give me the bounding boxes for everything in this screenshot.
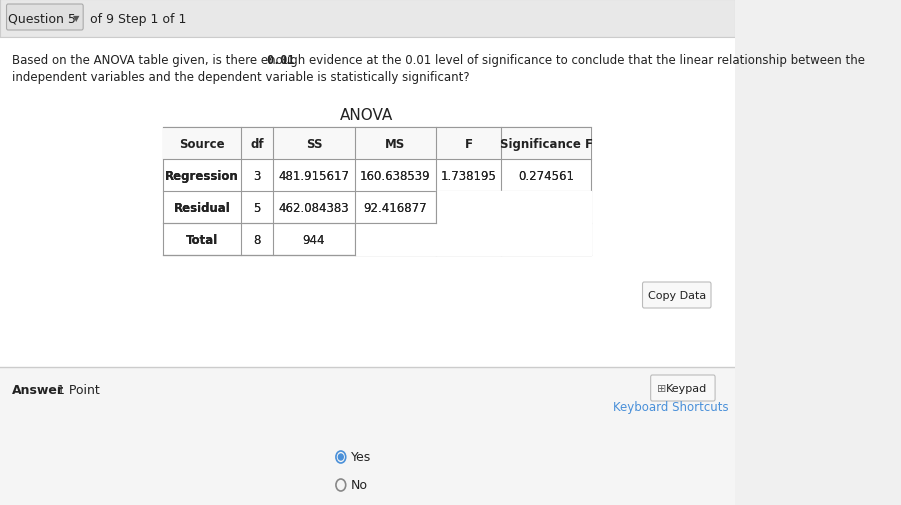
Text: 0.01: 0.01 (267, 54, 296, 66)
Text: Total: Total (186, 233, 218, 246)
Text: 8: 8 (253, 233, 260, 246)
Text: 0.274561: 0.274561 (518, 169, 574, 182)
Text: 1 Point: 1 Point (57, 383, 100, 396)
Circle shape (339, 454, 343, 460)
Text: Answer: Answer (13, 383, 64, 396)
Text: df: df (250, 137, 264, 150)
Text: of 9 Step 1 of 1: of 9 Step 1 of 1 (90, 13, 187, 25)
Text: ▼: ▼ (73, 15, 80, 23)
Text: 5: 5 (253, 201, 260, 214)
Text: 3: 3 (253, 169, 260, 182)
Text: 8: 8 (253, 233, 260, 246)
Text: Keypad: Keypad (667, 383, 707, 393)
Bar (163, 128, 591, 160)
Text: 1.738195: 1.738195 (441, 169, 496, 182)
Text: 5: 5 (253, 201, 260, 214)
Text: 481.915617: 481.915617 (278, 169, 350, 182)
Text: 3: 3 (253, 169, 260, 182)
Text: ⊞: ⊞ (658, 383, 667, 393)
Text: 160.638539: 160.638539 (360, 169, 431, 182)
FancyBboxPatch shape (0, 38, 734, 367)
Text: 944: 944 (303, 233, 325, 246)
Text: Regression: Regression (165, 169, 239, 182)
Text: 481.915617: 481.915617 (278, 169, 350, 182)
FancyBboxPatch shape (6, 5, 83, 31)
Text: 1.738195: 1.738195 (441, 169, 496, 182)
Text: F: F (465, 137, 473, 150)
FancyBboxPatch shape (642, 282, 711, 309)
Text: 92.416877: 92.416877 (364, 201, 427, 214)
FancyBboxPatch shape (0, 367, 734, 505)
Text: 462.084383: 462.084383 (278, 201, 350, 214)
Text: 0.274561: 0.274561 (518, 169, 574, 182)
Bar (163, 128, 591, 256)
Text: 92.416877: 92.416877 (364, 201, 427, 214)
Text: 944: 944 (303, 233, 325, 246)
Text: SS: SS (305, 137, 323, 150)
Text: Total: Total (186, 233, 218, 246)
Text: Residual: Residual (173, 201, 230, 214)
FancyBboxPatch shape (0, 0, 734, 38)
Text: Question 5: Question 5 (8, 13, 77, 25)
Text: Residual: Residual (173, 201, 230, 214)
FancyBboxPatch shape (651, 375, 715, 401)
Text: Based on the ANOVA table given, is there enough evidence at the 0.01 level of si: Based on the ANOVA table given, is there… (13, 54, 865, 66)
Text: independent variables and the dependent variable is statistically significant?: independent variables and the dependent … (13, 70, 469, 83)
Text: Source: Source (179, 137, 224, 150)
Text: 462.084383: 462.084383 (278, 201, 350, 214)
Text: 160.638539: 160.638539 (360, 169, 431, 182)
Text: Keyboard Shortcuts: Keyboard Shortcuts (613, 400, 728, 414)
Text: MS: MS (386, 137, 405, 150)
Text: ANOVA: ANOVA (341, 107, 394, 122)
Text: Copy Data: Copy Data (648, 290, 705, 300)
Text: No: No (350, 479, 368, 491)
Text: Yes: Yes (350, 450, 371, 464)
Text: Regression: Regression (165, 169, 239, 182)
Text: Significance F: Significance F (500, 137, 593, 150)
